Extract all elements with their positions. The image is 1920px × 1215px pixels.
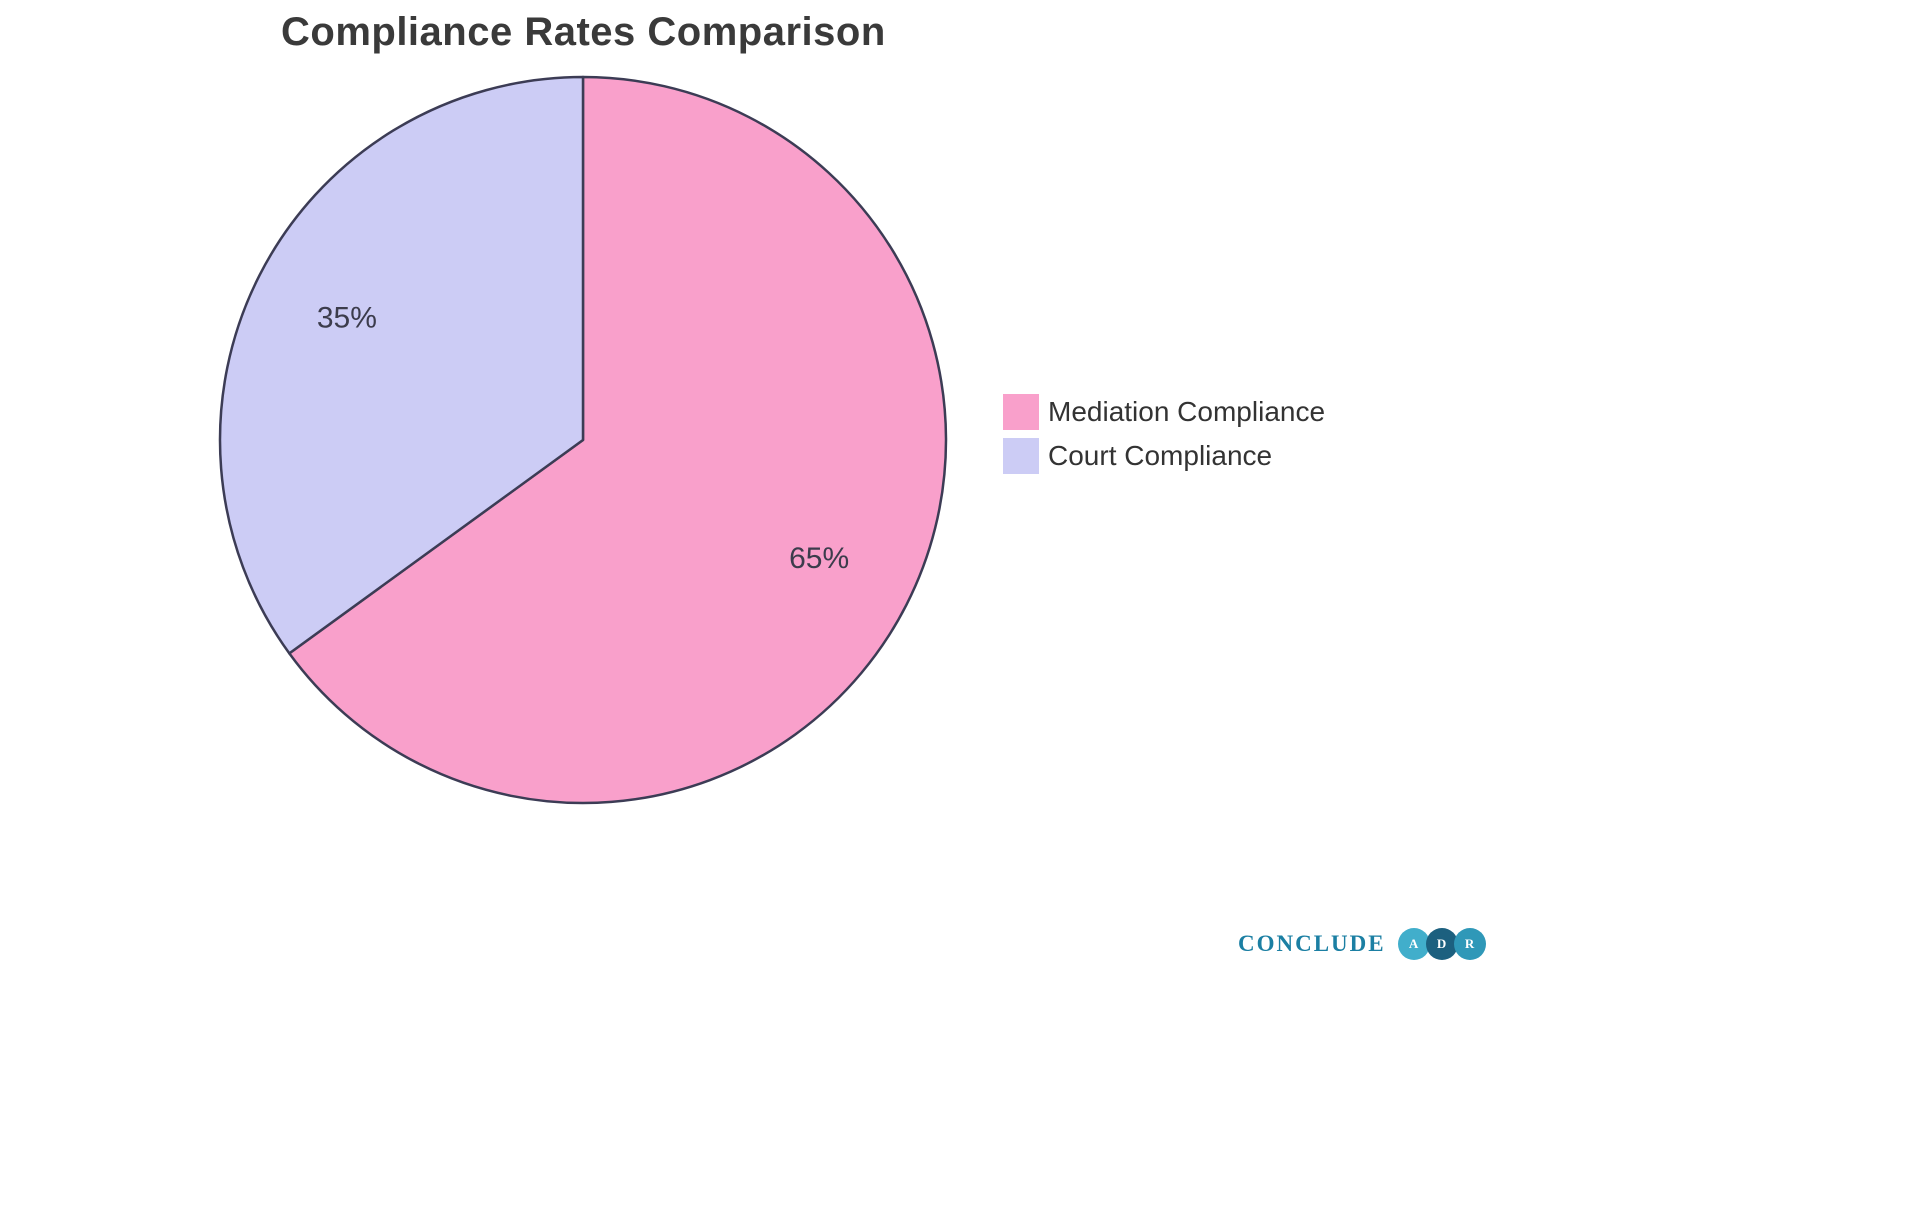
- badge-r-icon: R: [1453, 928, 1486, 960]
- brand-name: CONCLUDE: [1238, 931, 1386, 956]
- chart-title: Compliance Rates Comparison: [281, 10, 886, 54]
- badge-d-icon: D: [1425, 928, 1458, 960]
- badge-a-icon: A: [1397, 928, 1430, 960]
- pie-label-mediation-compliance: 65%: [789, 542, 849, 575]
- legend-label-mediation: Mediation Compliance: [1048, 396, 1326, 427]
- pie-slice-court-compliance: [218, 75, 585, 655]
- conclude-adr-logo: CONCLUDE A D R: [1238, 928, 1486, 960]
- pie-slice-mediation-compliance: [288, 75, 948, 805]
- legend-label-court: Court Compliance: [1048, 440, 1273, 471]
- legend-swatch-mediation: [1003, 394, 1039, 430]
- chart-legend: Mediation Compliance Court Compliance: [1003, 394, 1325, 474]
- brand-badges: A D R: [1397, 928, 1486, 960]
- legend-swatch-court: [1003, 438, 1039, 474]
- legend-item-court: Court Compliance: [1003, 438, 1325, 474]
- pie-label-court-compliance: 35%: [317, 302, 377, 335]
- legend-item-mediation: Mediation Compliance: [1003, 394, 1325, 430]
